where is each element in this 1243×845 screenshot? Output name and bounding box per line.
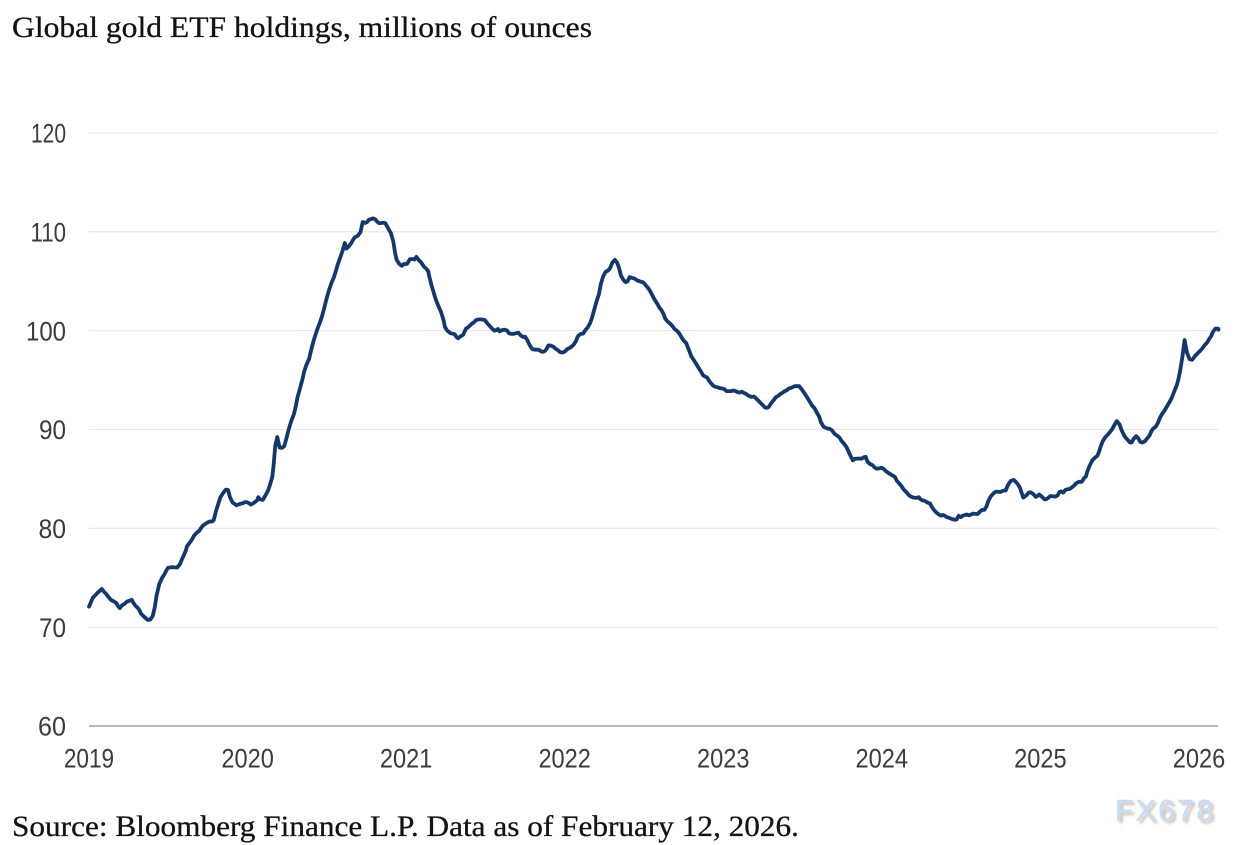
svg-text:90: 90 <box>39 415 66 445</box>
svg-text:80: 80 <box>39 514 67 544</box>
svg-text:FX678: FX678 <box>1115 795 1215 828</box>
svg-text:2025: 2025 <box>1014 744 1067 774</box>
svg-text:Global gold ETF holdings, mill: Global gold ETF holdings, millions of ou… <box>12 11 592 44</box>
svg-text:60: 60 <box>38 712 66 742</box>
svg-text:2020: 2020 <box>221 744 274 774</box>
svg-text:2023: 2023 <box>697 744 750 774</box>
svg-text:2026: 2026 <box>1173 744 1226 774</box>
svg-text:100: 100 <box>26 316 66 346</box>
svg-text:70: 70 <box>39 613 66 643</box>
svg-text:110: 110 <box>31 218 67 248</box>
svg-text:2022: 2022 <box>538 744 591 774</box>
svg-text:2021: 2021 <box>380 744 433 774</box>
svg-text:120: 120 <box>31 119 66 149</box>
svg-text:2024: 2024 <box>856 744 909 774</box>
svg-text:2019: 2019 <box>64 744 114 774</box>
svg-text:Source: Bloomberg Finance L.P.: Source: Bloomberg Finance L.P. Data as o… <box>12 810 799 843</box>
svg-text:FX678: FX678 <box>1118 797 1218 830</box>
